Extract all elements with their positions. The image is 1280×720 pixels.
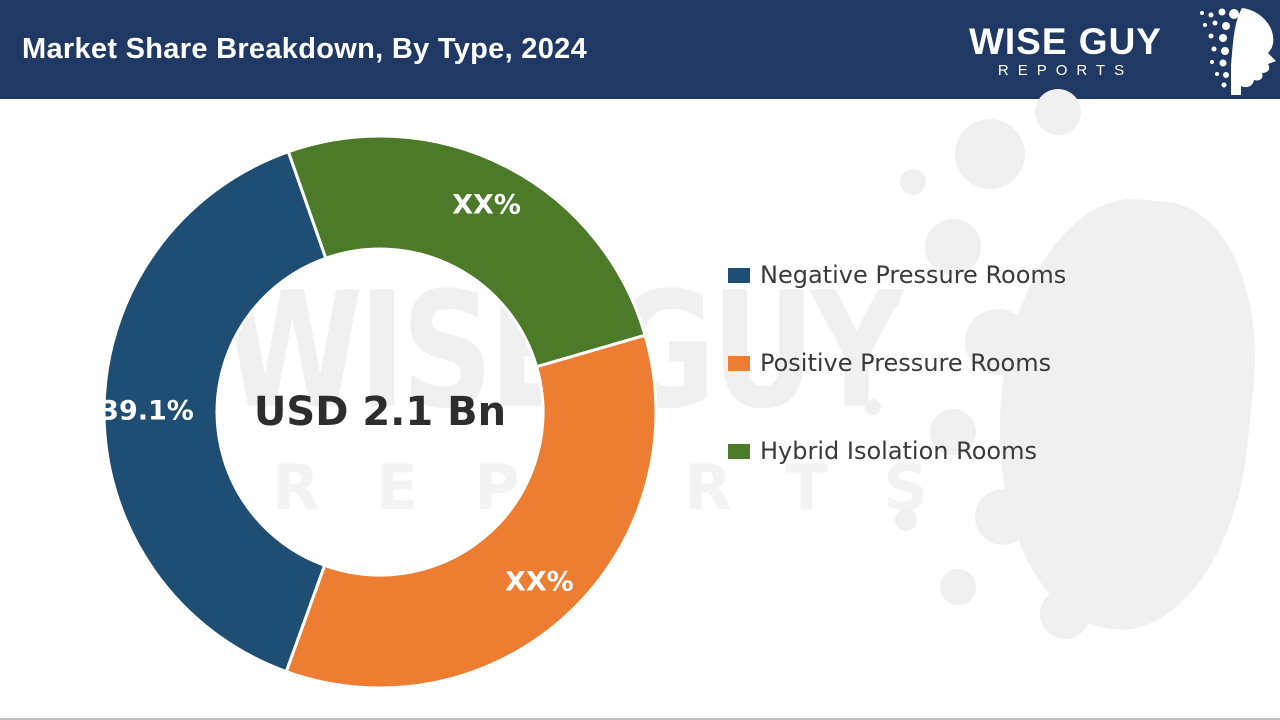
logo-face-icon [1200,8,1276,95]
legend-label: Hybrid Isolation Rooms [760,437,1037,465]
segment-value-label-0: 39.1% [100,396,194,427]
legend-item-negative-pressure-rooms: Negative Pressure Rooms [728,261,1067,289]
donut-chart: 39.1% XX% XX% USD 2.1 Bn [100,134,658,690]
donut-wedges [102,134,658,690]
legend-label: Negative Pressure Rooms [760,261,1067,289]
header-bar: Market Share Breakdown, By Type, 2024 WI… [0,0,1280,99]
page-title: Market Share Breakdown, By Type, 2024 [22,33,588,65]
logo-line1: WISE GUY [968,21,1162,62]
legend: Negative Pressure Rooms Positive Pressur… [728,261,1067,465]
brand-logo: WISE GUY REPORTS [969,0,1280,99]
donut-segment-2 [286,134,647,369]
center-value: USD 2.1 Bn [254,389,506,435]
donut-wedge-labels: 39.1% XX% XX% [100,189,574,597]
segment-value-label-1: XX% [505,566,574,597]
legend-item-positive-pressure-rooms: Positive Pressure Rooms [728,349,1066,377]
legend-swatch-icon [728,267,750,283]
donut-segment-0 [102,149,328,674]
logo-line2: REPORTS [997,62,1134,79]
chart-area: WISE GUY REPORTS 39.1%XX%XX% USD 2.1 Bn … [0,89,1280,720]
logo-wordmark: WISE GUY REPORTS [968,21,1162,79]
donut-segment-1 [284,333,658,690]
legend-label: Positive Pressure Rooms [760,349,1052,377]
legend-swatch-icon [728,355,750,371]
legend-item-hybrid-isolation-rooms: Hybrid Isolation Rooms [728,437,1066,465]
legend-swatch-icon [728,443,750,459]
segment-value-label-2: XX% [452,189,521,220]
